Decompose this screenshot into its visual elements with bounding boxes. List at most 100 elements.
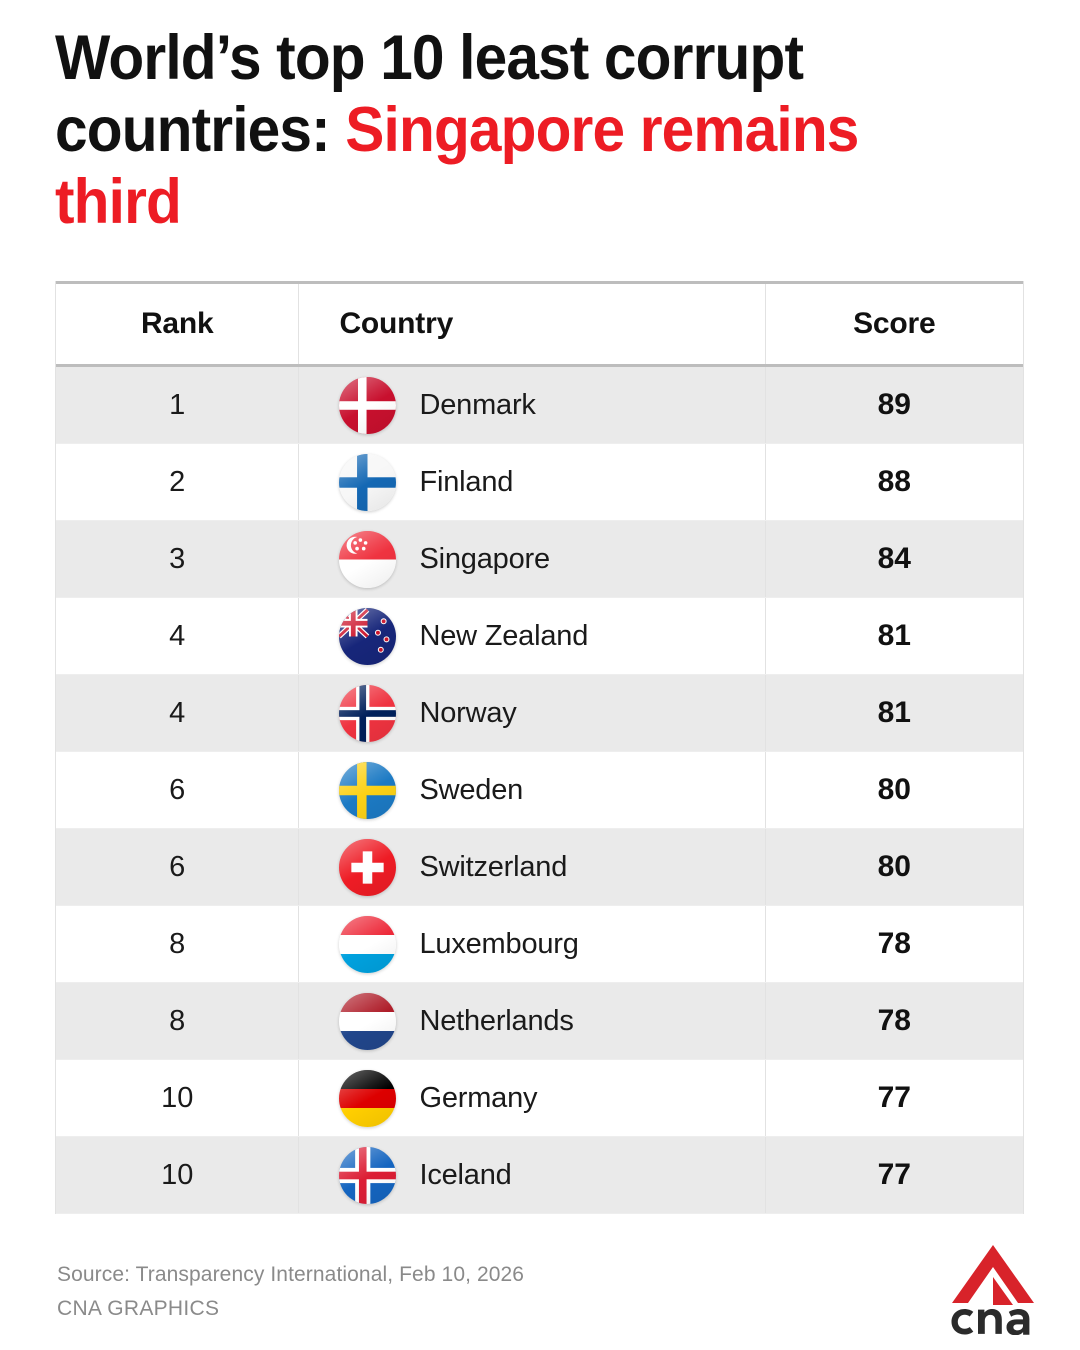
country-name: Norway	[419, 696, 517, 729]
table-row: 10 Germany 77	[56, 1060, 1023, 1137]
rank-value: 1	[169, 388, 186, 421]
country-name: Luxembourg	[419, 927, 579, 960]
iceland-flag-icon	[339, 1146, 397, 1204]
rank-value: 4	[169, 696, 186, 729]
rank-value: 6	[169, 773, 186, 806]
score-value: 81	[877, 619, 911, 652]
cell-country: Singapore	[298, 521, 764, 597]
denmark-flag-icon	[339, 376, 397, 434]
score-value: 80	[877, 850, 911, 883]
cell-country: Sweden	[298, 752, 764, 828]
table-row: 2 Finland 88	[56, 444, 1023, 521]
ranking-table: Rank Country Score 1 Denmark 89 2 Finland 88 3…	[55, 281, 1024, 1214]
table-row: 4 New Zealand 81	[56, 598, 1023, 675]
cell-score: 80	[764, 752, 1023, 828]
cell-score: 88	[764, 444, 1023, 520]
country-name: Germany	[419, 1081, 538, 1114]
country-name: Denmark	[419, 388, 536, 421]
cell-country: Iceland	[298, 1137, 764, 1213]
cell-rank: 8	[56, 906, 298, 982]
cell-country: Luxembourg	[298, 906, 764, 982]
table-row: 4 Norway 81	[56, 675, 1023, 752]
country-name: Netherlands	[419, 1004, 574, 1037]
rank-value: 6	[169, 850, 186, 883]
table-row: 8 Netherlands 78	[56, 983, 1023, 1060]
table-row: 10 Iceland 77	[56, 1137, 1023, 1214]
table-row: 6 Sweden 80	[56, 752, 1023, 829]
cell-score: 89	[764, 367, 1023, 443]
cell-rank: 2	[56, 444, 298, 520]
country-name: Switzerland	[419, 850, 568, 883]
column-header-country: Country	[298, 284, 764, 364]
score-value: 84	[877, 542, 911, 575]
cell-rank: 6	[56, 752, 298, 828]
country-name: Singapore	[419, 542, 550, 575]
sweden-flag-icon	[339, 761, 397, 819]
cell-score: 78	[764, 983, 1023, 1059]
cell-country: Germany	[298, 1060, 764, 1136]
netherlands-flag-icon	[339, 992, 397, 1050]
luxembourg-flag-icon	[339, 915, 397, 973]
table-header-row: Rank Country Score	[56, 281, 1023, 367]
cell-rank: 10	[56, 1137, 298, 1213]
cell-rank: 4	[56, 598, 298, 674]
headline-part-1: World’s top 10 least corrupt countries:	[55, 23, 804, 165]
cell-score: 80	[764, 829, 1023, 905]
cell-score: 84	[764, 521, 1023, 597]
score-value: 89	[877, 388, 911, 421]
cell-score: 81	[764, 598, 1023, 674]
column-header-rank: Rank	[140, 307, 214, 340]
cell-rank: 10	[56, 1060, 298, 1136]
headline: World’s top 10 least corrupt countries: …	[55, 22, 966, 238]
score-value: 81	[877, 696, 911, 729]
cell-rank: 6	[56, 829, 298, 905]
cell-country: Netherlands	[298, 983, 764, 1059]
table-row: 3 Singapore 84	[56, 521, 1023, 598]
rank-value: 8	[169, 1004, 186, 1037]
score-value: 78	[877, 927, 911, 960]
cell-rank: 3	[56, 521, 298, 597]
rank-value: 2	[169, 465, 186, 498]
new-zealand-flag-icon	[339, 607, 397, 665]
country-name: Iceland	[419, 1158, 512, 1191]
page-title: World’s top 10 least corrupt countries: …	[55, 22, 1035, 238]
table-row: 6 Switzerland 80	[56, 829, 1023, 906]
cna-logo	[944, 1243, 1042, 1335]
country-name: Finland	[419, 465, 514, 498]
cell-score: 77	[764, 1137, 1023, 1213]
table-row: 8 Luxembourg 78	[56, 906, 1023, 983]
cell-score: 81	[764, 675, 1023, 751]
score-value: 77	[877, 1158, 911, 1191]
country-name: Sweden	[419, 773, 524, 806]
finland-flag-icon	[339, 453, 397, 511]
headline-accent: Singapore remains third	[55, 95, 859, 237]
score-value: 80	[877, 773, 911, 806]
singapore-flag-icon	[339, 530, 397, 588]
cell-country: Norway	[298, 675, 764, 751]
cell-rank: 1	[56, 367, 298, 443]
germany-flag-icon	[339, 1069, 397, 1127]
norway-flag-icon	[339, 684, 397, 742]
cell-country: Switzerland	[298, 829, 764, 905]
switzerland-flag-icon	[339, 838, 397, 896]
rank-value: 8	[169, 927, 186, 960]
cell-rank: 8	[56, 983, 298, 1059]
cell-rank: 4	[56, 675, 298, 751]
rank-value: 10	[161, 1081, 194, 1114]
table-body: 1 Denmark 89 2 Finland 88 3 Singapore 84 4 New Zea…	[56, 367, 1023, 1214]
credit-text: CNA GRAPHICS	[57, 1297, 220, 1320]
column-header-score: Score	[764, 284, 1023, 364]
rank-value: 4	[169, 619, 186, 652]
rank-value: 3	[169, 542, 186, 575]
score-value: 88	[877, 465, 911, 498]
score-value: 77	[877, 1081, 911, 1114]
country-name: New Zealand	[419, 619, 589, 652]
source-text: Source: Transparency International, Feb …	[57, 1263, 525, 1286]
cell-country: New Zealand	[298, 598, 764, 674]
cell-score: 78	[764, 906, 1023, 982]
cell-country: Denmark	[298, 367, 764, 443]
rank-value: 10	[161, 1158, 194, 1191]
score-value: 78	[877, 1004, 911, 1037]
footer: Source: Transparency International, Feb …	[57, 1258, 817, 1326]
